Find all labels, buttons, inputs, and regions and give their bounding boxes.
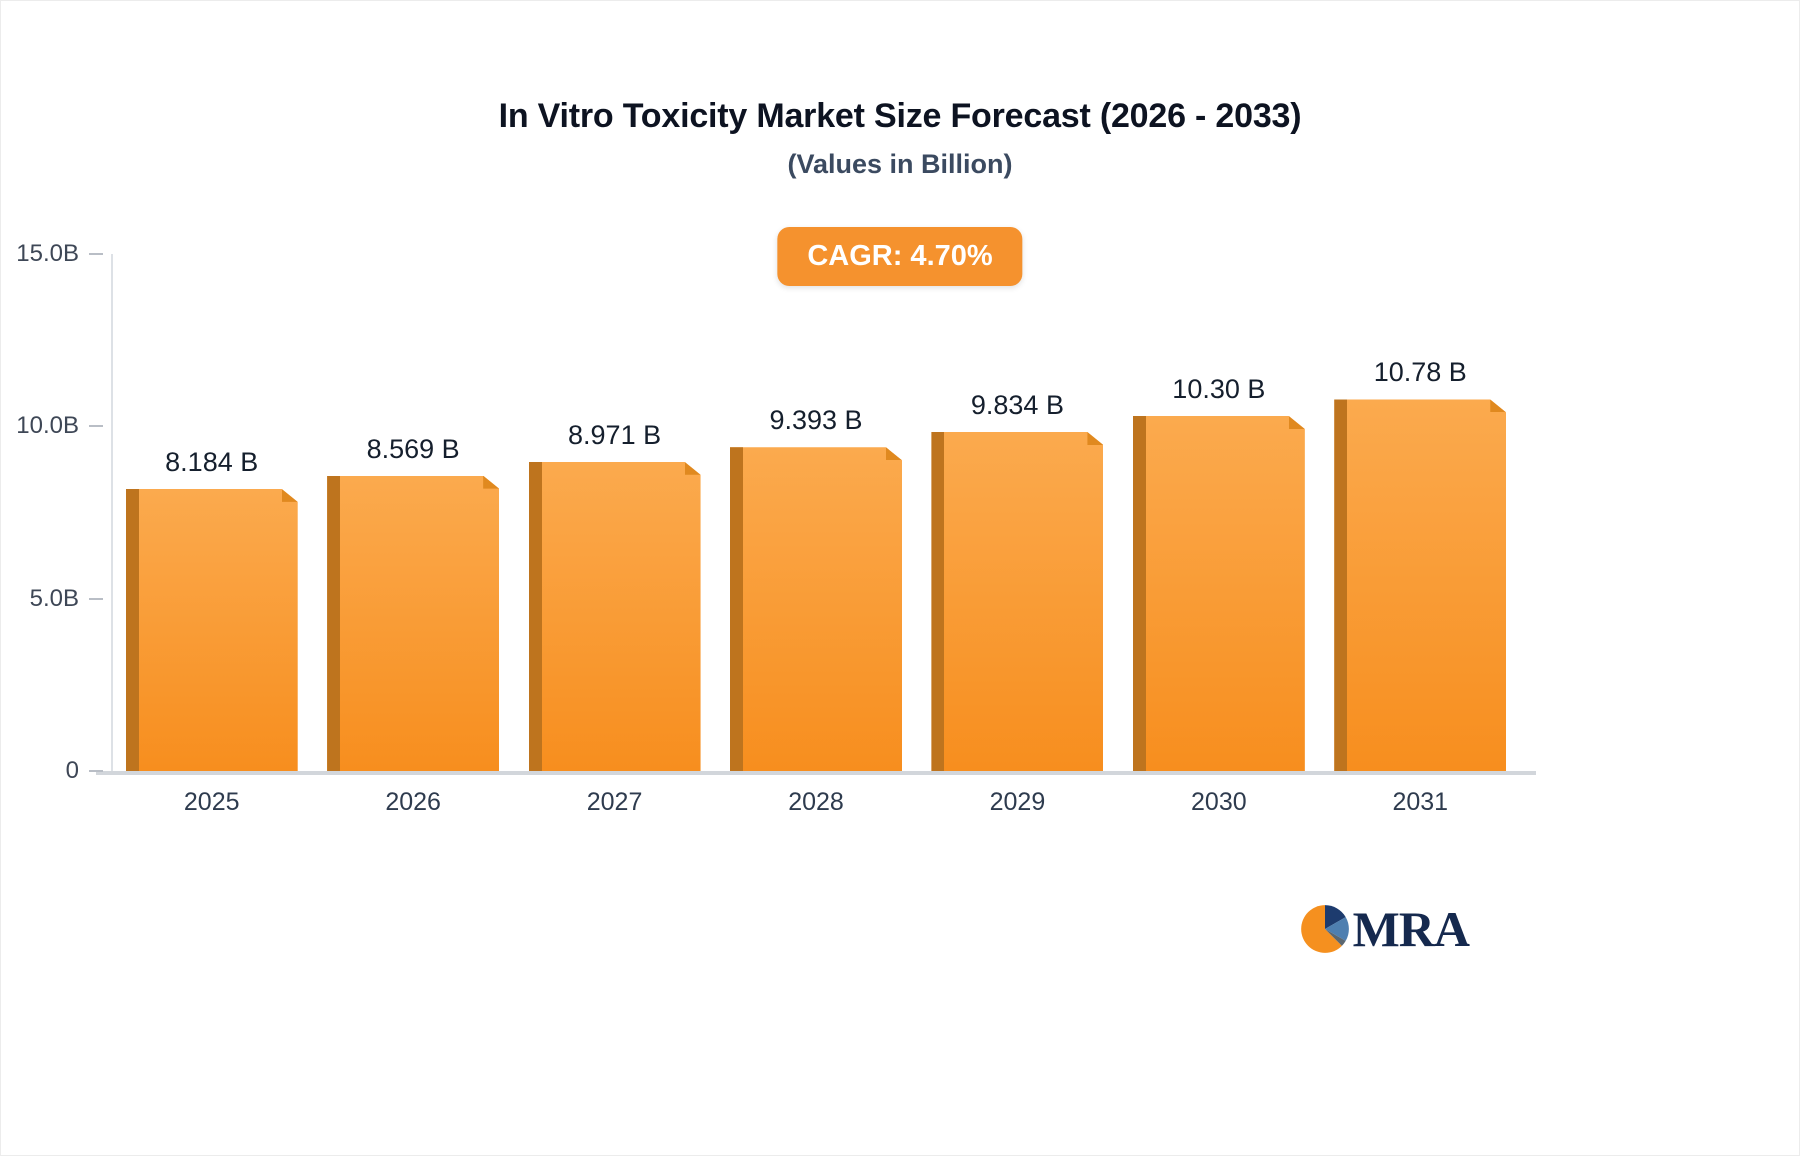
x-tick-label: 2028 xyxy=(788,788,844,816)
bar-side-shade xyxy=(126,489,139,771)
bar-side-shade xyxy=(1133,416,1146,771)
y-tick-label: 5.0B xyxy=(29,584,79,612)
bar-top-bevel xyxy=(886,447,902,460)
y-tick-mark xyxy=(89,425,103,428)
bar-side-shade xyxy=(529,462,542,771)
bar-value-label: 8.569 B xyxy=(366,433,460,464)
y-axis-line xyxy=(111,254,113,773)
chart-subtitle: (Values in Billion) xyxy=(787,149,1013,179)
chart-title: In Vitro Toxicity Market Size Forecast (… xyxy=(498,97,1302,135)
bar-2030 xyxy=(1133,416,1305,771)
y-tick-mark xyxy=(89,770,103,772)
bar-side-shade xyxy=(1334,399,1347,771)
x-tick-label: 2031 xyxy=(1392,788,1449,816)
bar-2031 xyxy=(1334,399,1506,771)
bar-2026 xyxy=(327,476,499,771)
bar-top-bevel xyxy=(282,489,298,502)
bar-value-label: 8.184 B xyxy=(165,446,259,477)
bar-side-shade xyxy=(931,432,944,771)
y-tick-mark xyxy=(89,597,103,600)
bar-side-shade xyxy=(730,447,743,771)
bar-value-label: 8.971 B xyxy=(568,419,662,450)
x-tick-label: 2026 xyxy=(385,788,441,816)
pie-logo-icon xyxy=(1299,903,1351,955)
x-tick-label: 2030 xyxy=(1191,788,1247,816)
bar-top-bevel xyxy=(685,462,701,475)
x-tick-label: 2029 xyxy=(989,788,1046,816)
bar-top-bevel xyxy=(1289,416,1305,429)
cagr-badge: CAGR: 4.70% xyxy=(777,227,1023,286)
bar-2027 xyxy=(529,462,701,771)
bar-top-bevel xyxy=(483,476,499,489)
bar-value-label: 9.393 B xyxy=(769,405,863,436)
x-tick-label: 2025 xyxy=(183,788,240,816)
bar-value-label: 10.78 B xyxy=(1373,357,1467,388)
y-tick-label: 15.0B xyxy=(16,240,79,267)
bar-top-bevel xyxy=(1087,432,1103,445)
bar-2029 xyxy=(931,432,1103,771)
bar-2028 xyxy=(730,447,902,771)
logo-text: MRA xyxy=(1352,901,1470,957)
y-tick-label: 10.0B xyxy=(16,412,79,440)
brand-logo: MRA xyxy=(1299,901,1470,957)
x-tick-label: 2027 xyxy=(586,788,643,816)
bar-value-label: 10.30 B xyxy=(1172,373,1266,404)
bar-side-shade xyxy=(327,476,340,771)
y-tick-mark xyxy=(89,253,103,255)
y-tick-label: 0 xyxy=(65,757,79,784)
bar-top-bevel xyxy=(1490,399,1506,412)
bar-2025 xyxy=(126,489,298,771)
bar-value-label: 9.834 B xyxy=(970,390,1064,421)
x-axis-line xyxy=(96,771,1536,775)
